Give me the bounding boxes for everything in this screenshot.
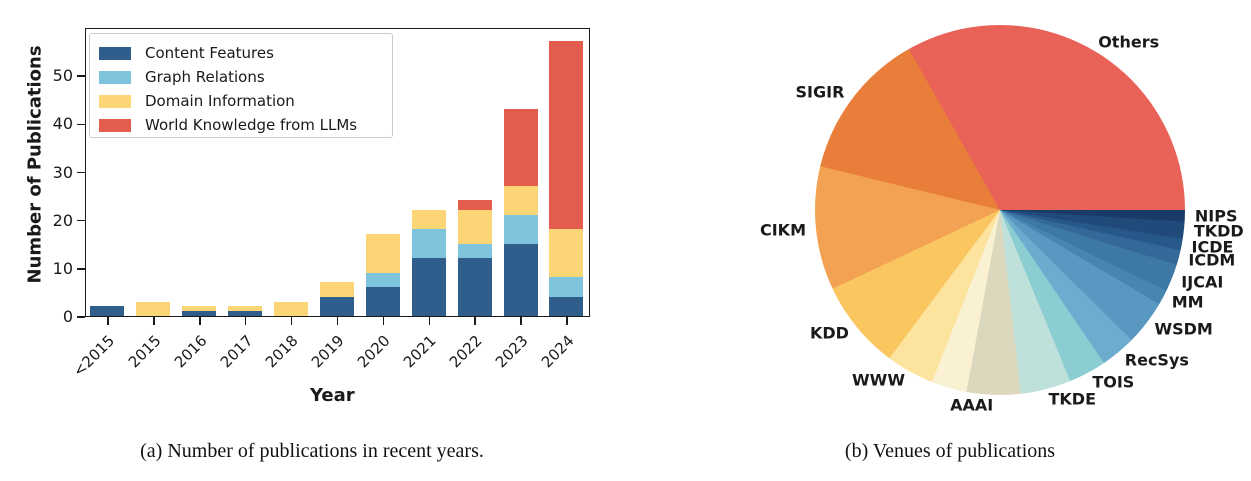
pie-slice-label-wsdm: WSDM bbox=[1154, 319, 1213, 339]
bar-segment-world-knowledge-from-llms-2023 bbox=[503, 108, 538, 186]
y-tick-mark bbox=[77, 316, 85, 318]
y-tick-mark bbox=[77, 171, 85, 174]
bar-segment-domain-information-2022 bbox=[457, 210, 492, 244]
x-tick-mark bbox=[566, 317, 568, 325]
x-tick-mark bbox=[244, 317, 247, 325]
bar-segment-domain-information-2016 bbox=[182, 306, 217, 312]
bar-segment-content-features-2022 bbox=[457, 258, 492, 316]
bar-segment-domain-information-2021 bbox=[411, 210, 446, 230]
x-tick-mark bbox=[198, 317, 201, 325]
legend-swatch bbox=[99, 46, 131, 60]
y-tick-label: 50 bbox=[52, 66, 73, 86]
y-tick-mark bbox=[77, 268, 85, 270]
x-tick-mark bbox=[520, 317, 522, 325]
pie-slice-label-icdm: ICDM bbox=[1188, 250, 1236, 270]
bar-x-axis-label: Year bbox=[310, 385, 355, 406]
x-tick-label: 2016 bbox=[170, 331, 211, 372]
y-tick-mark bbox=[77, 123, 85, 126]
legend-label: Domain Information bbox=[145, 92, 295, 110]
bar-segment-graph-relations-2023 bbox=[503, 214, 538, 244]
bar-segment-content-features-2023 bbox=[503, 243, 538, 316]
legend-label: Graph Relations bbox=[145, 68, 265, 86]
bar-segment-content-features-2021 bbox=[411, 258, 446, 316]
pie-slice-label-icde: ICDE bbox=[1191, 237, 1234, 257]
y-tick-mark bbox=[77, 219, 85, 222]
pie-slice-label-tkde: TKDE bbox=[1048, 389, 1097, 409]
bar-segment-content-features-2017 bbox=[228, 311, 263, 316]
x-tick-mark bbox=[474, 317, 477, 325]
pie-slice-label-sigir: SIGIR bbox=[795, 82, 845, 102]
bar-segment-domain-information-2019 bbox=[319, 282, 354, 297]
legend-row: Content Features bbox=[99, 41, 392, 65]
x-tick-mark bbox=[153, 317, 155, 325]
legend-swatch bbox=[99, 70, 131, 84]
legend-row: Graph Relations bbox=[99, 65, 392, 89]
bar-segment-domain-information-2024 bbox=[549, 229, 584, 278]
bar-segment-graph-relations-2024 bbox=[549, 277, 584, 297]
pie-slice-label-ijcai: IJCAI bbox=[1181, 272, 1224, 292]
bar-segment-domain-information-2023 bbox=[503, 185, 538, 215]
x-tick-mark bbox=[336, 317, 339, 325]
pie-slice-label-others: Others bbox=[1098, 32, 1160, 52]
bar-segment-domain-information-2017 bbox=[228, 306, 263, 312]
caption-b: (b) Venues of publications bbox=[844, 440, 1056, 462]
pie-slice-label-www: WWW bbox=[852, 370, 905, 390]
bar-segment-graph-relations-2021 bbox=[411, 229, 446, 259]
bar-segment-domain-information-2020 bbox=[365, 234, 400, 273]
x-tick-label: 2020 bbox=[354, 331, 394, 372]
legend-label: World Knowledge from LLMs bbox=[145, 116, 358, 134]
x-tick-label: 2022 bbox=[445, 331, 486, 372]
pie-slice-label-nips: NIPS bbox=[1194, 206, 1238, 226]
y-tick-label: 20 bbox=[52, 210, 73, 230]
pie-slice-label-kdd: KDD bbox=[810, 323, 849, 343]
pie-slice-label-aaai: AAAI bbox=[950, 395, 994, 415]
pie-slice-label-mm: MM bbox=[1171, 292, 1204, 312]
bar-legend: Content Features Graph Relations Domain In… bbox=[89, 33, 393, 138]
bar-segment-content-features-2019 bbox=[319, 296, 354, 316]
pie-slice-label-tois: TOIS bbox=[1092, 372, 1135, 392]
x-tick-mark bbox=[107, 317, 109, 325]
x-tick-mark bbox=[290, 317, 293, 325]
legend-swatch bbox=[99, 118, 131, 132]
bar-segment-content-features-2016 bbox=[182, 311, 217, 316]
legend-row: World Knowledge from LLMs bbox=[99, 113, 392, 137]
x-tick-label: 2019 bbox=[308, 331, 348, 372]
x-tick-label: 2021 bbox=[399, 331, 440, 372]
bar-segment-domain-information-2018 bbox=[273, 301, 308, 316]
y-tick-label: 10 bbox=[52, 258, 73, 278]
legend-swatch bbox=[99, 94, 131, 108]
y-tick-label: 30 bbox=[52, 162, 73, 182]
x-tick-label: <2015 bbox=[69, 331, 119, 381]
legend-row: Domain Information bbox=[99, 89, 392, 113]
pie-slice-label-recsys: RecSys bbox=[1124, 350, 1189, 370]
x-tick-mark bbox=[382, 317, 385, 325]
bar-segment-content-features-<2015 bbox=[90, 306, 125, 316]
bar-segment-graph-relations-2020 bbox=[365, 272, 400, 288]
y-tick-label: 40 bbox=[52, 114, 73, 134]
y-tick-label: 0 bbox=[62, 307, 73, 326]
bar-segment-content-features-2020 bbox=[365, 287, 400, 316]
legend-label: Content Features bbox=[145, 44, 274, 62]
x-tick-label: 2018 bbox=[262, 331, 302, 372]
x-tick-label: 2017 bbox=[216, 331, 257, 372]
pie-slice-label-cikm: CIKM bbox=[759, 220, 806, 240]
x-tick-label: 2024 bbox=[537, 331, 578, 372]
x-tick-label: 2015 bbox=[124, 331, 165, 372]
bar-segment-world-knowledge-from-llms-2022 bbox=[457, 200, 492, 211]
bar-segment-graph-relations-2022 bbox=[457, 243, 492, 259]
x-tick-mark bbox=[428, 317, 431, 325]
pie-slice-label-tkdd: TKDD bbox=[1193, 221, 1244, 241]
y-tick-mark bbox=[77, 75, 85, 77]
bar-segment-content-features-2024 bbox=[549, 296, 584, 316]
bar-segment-world-knowledge-from-llms-2024 bbox=[549, 41, 584, 230]
x-tick-label: 2023 bbox=[491, 331, 532, 372]
bar-segment-domain-information-2015 bbox=[136, 301, 171, 316]
caption-a: (a) Number of publications in recent yea… bbox=[140, 440, 484, 462]
pie-chart bbox=[815, 25, 1185, 395]
